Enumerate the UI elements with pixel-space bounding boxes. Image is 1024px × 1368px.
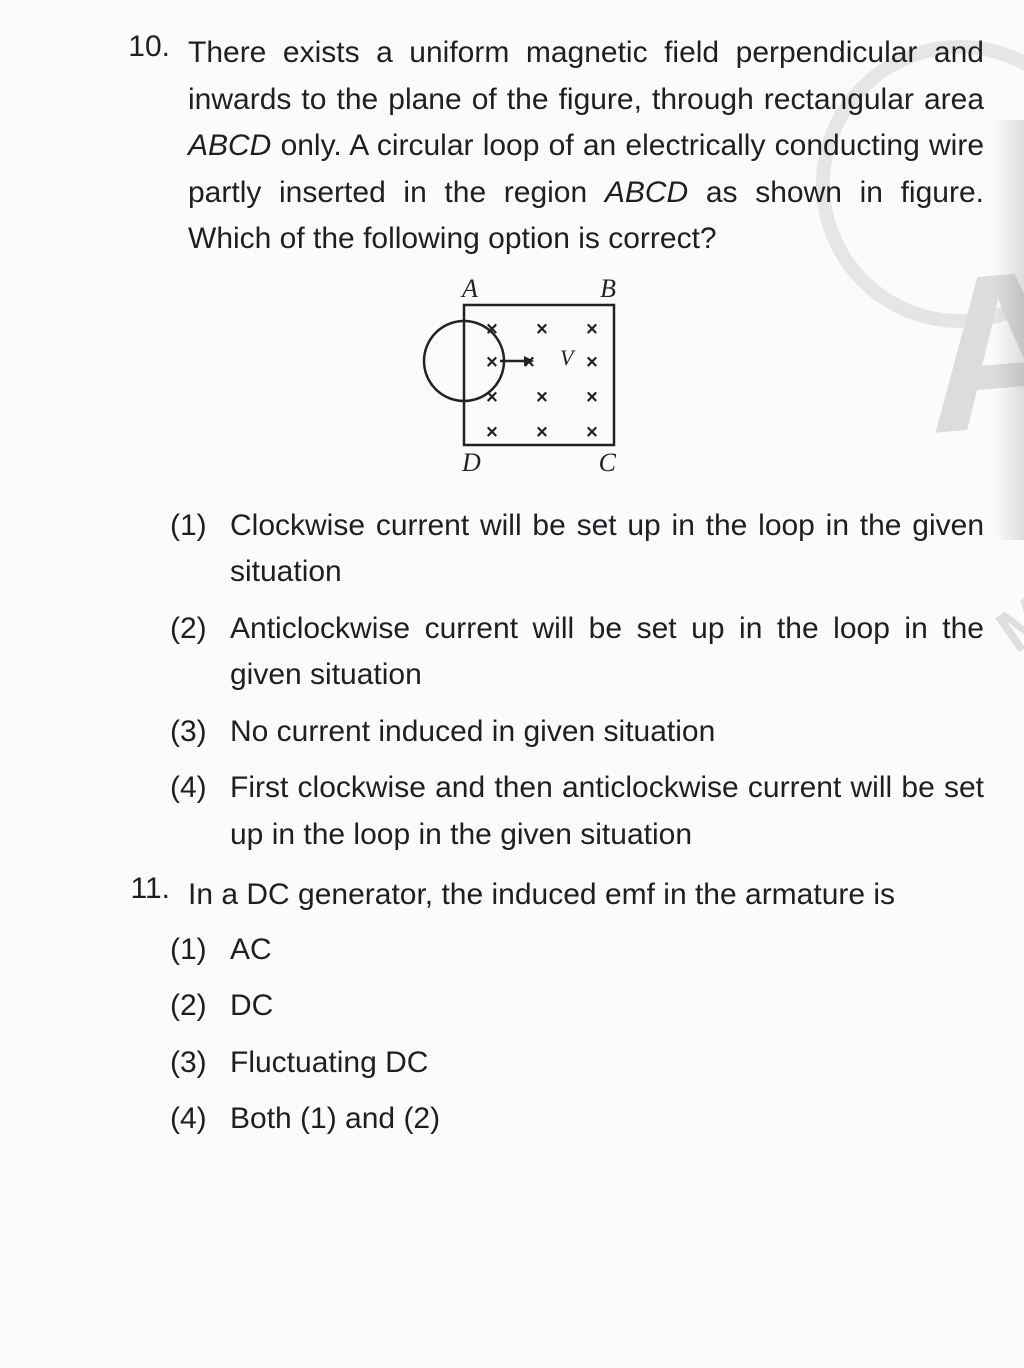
option-text: AC	[230, 927, 984, 974]
q10-text-part1: There exists a uniform magnetic field pe…	[188, 36, 984, 116]
answer-option[interactable]: (2)DC	[170, 983, 984, 1030]
option-number: (2)	[170, 983, 230, 1030]
svg-text:×: ×	[586, 386, 598, 408]
option-text: Fluctuating DC	[230, 1040, 984, 1087]
option-text: No current induced in given situation	[230, 709, 984, 756]
question-11: 11. In a DC generator, the induced emf i…	[100, 872, 984, 919]
svg-text:×: ×	[586, 421, 598, 443]
svg-text:C: C	[599, 448, 617, 477]
question-number: 11.	[100, 872, 188, 919]
svg-text:×: ×	[586, 318, 598, 340]
question-text: There exists a uniform magnetic field pe…	[188, 30, 984, 263]
answer-option[interactable]: (4)Both (1) and (2)	[170, 1096, 984, 1143]
q10-abcd-2: ABCD	[605, 176, 688, 209]
option-number: (4)	[170, 765, 230, 858]
option-text: First clockwise and then anticlockwise c…	[230, 765, 984, 858]
question-10: 10. There exists a uniform magnetic fiel…	[100, 30, 984, 263]
answer-option[interactable]: (3)No current induced in given situation	[170, 709, 984, 756]
option-number: (3)	[170, 709, 230, 756]
option-number: (4)	[170, 1096, 230, 1143]
question-number: 10.	[100, 30, 188, 263]
option-number: (1)	[170, 927, 230, 974]
svg-text:×: ×	[536, 386, 548, 408]
svg-text:B: B	[600, 275, 616, 303]
svg-text:×: ×	[486, 351, 498, 373]
svg-text:×: ×	[536, 421, 548, 443]
option-number: (3)	[170, 1040, 230, 1087]
question-text: In a DC generator, the induced emf in th…	[188, 872, 895, 919]
answer-option[interactable]: (2)Anticlockwise current will be set up …	[170, 606, 984, 699]
svg-text:V: V	[560, 345, 576, 370]
svg-text:×: ×	[586, 351, 598, 373]
option-text: Clockwise current will be set up in the …	[230, 503, 984, 596]
page-content: 10. There exists a uniform magnetic fiel…	[0, 0, 1024, 1183]
q10-abcd-1: ABCD	[188, 129, 271, 162]
q10-options: (1)Clockwise current will be set up in t…	[170, 503, 984, 859]
q10-diagram: ××××××××××××VABCD	[100, 275, 984, 485]
svg-text:×: ×	[536, 318, 548, 340]
option-text: Anticlockwise current will be set up in …	[230, 606, 984, 699]
answer-option[interactable]: (4)First clockwise and then anticlockwis…	[170, 765, 984, 858]
q11-options: (1)AC(2)DC(3)Fluctuating DC(4)Both (1) a…	[170, 927, 984, 1143]
option-number: (2)	[170, 606, 230, 699]
answer-option[interactable]: (1)AC	[170, 927, 984, 974]
answer-option[interactable]: (3)Fluctuating DC	[170, 1040, 984, 1087]
svg-text:A: A	[460, 275, 478, 303]
option-text: Both (1) and (2)	[230, 1096, 984, 1143]
svg-text:×: ×	[486, 386, 498, 408]
svg-text:×: ×	[486, 318, 498, 340]
answer-option[interactable]: (1)Clockwise current will be set up in t…	[170, 503, 984, 596]
option-number: (1)	[170, 503, 230, 596]
option-text: DC	[230, 983, 984, 1030]
svg-text:D: D	[461, 448, 481, 477]
svg-text:×: ×	[486, 421, 498, 443]
